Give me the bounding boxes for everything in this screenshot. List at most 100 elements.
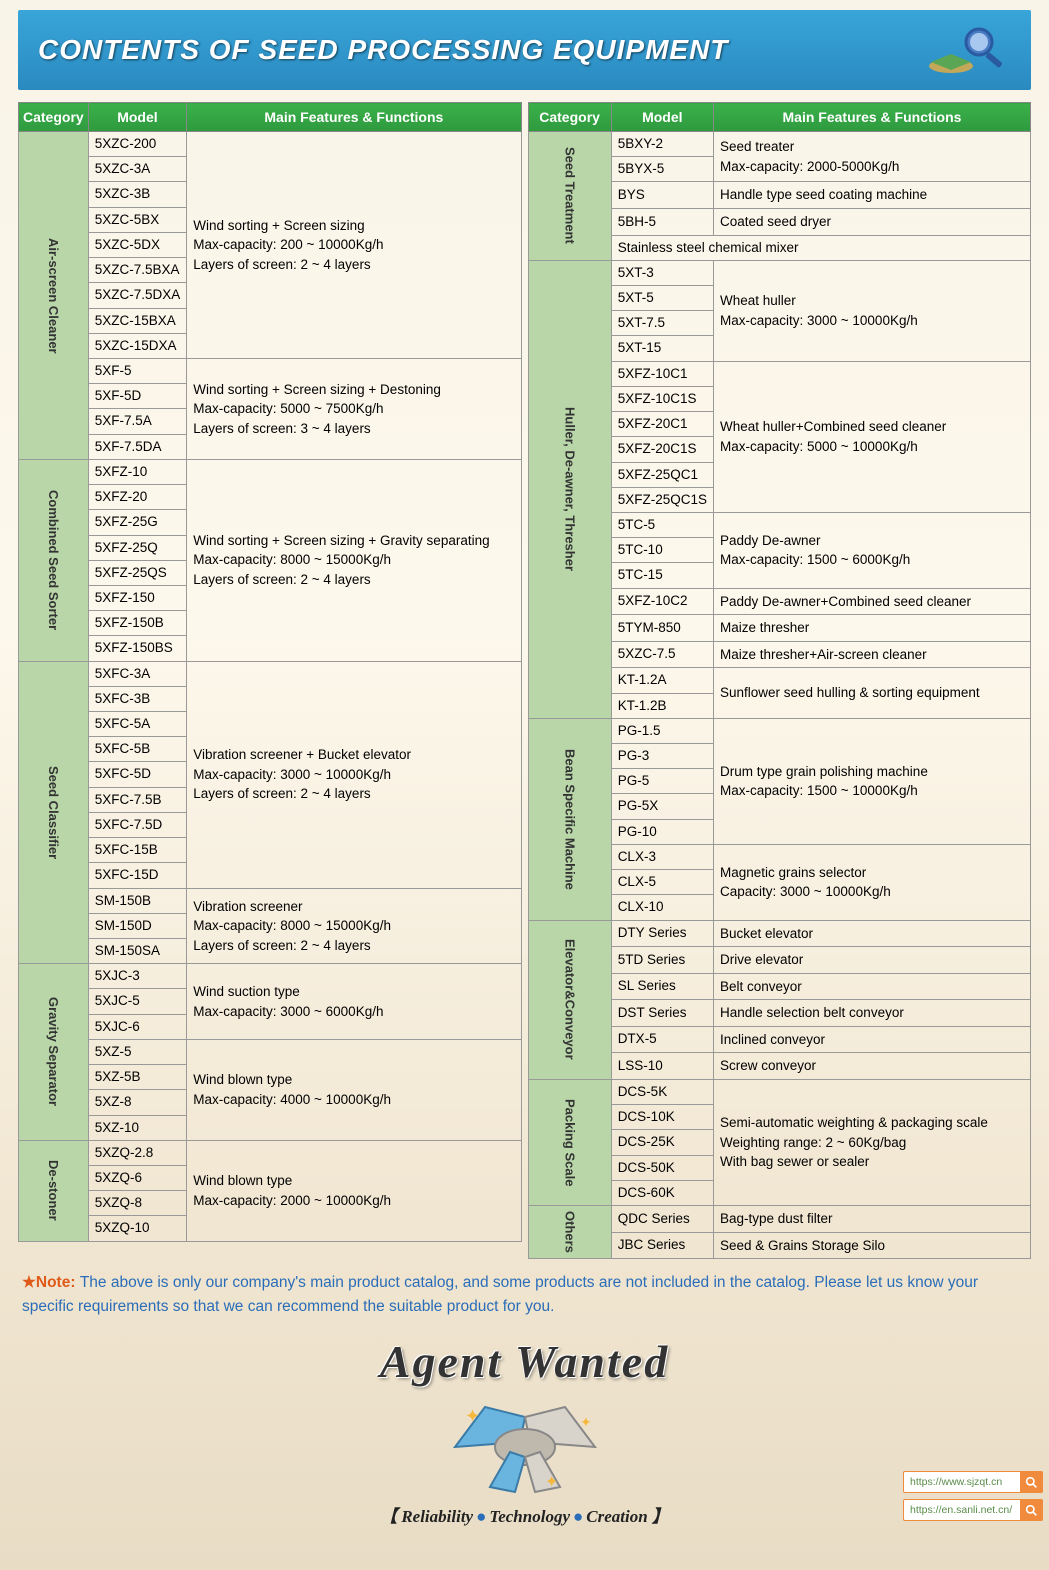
banner-title: CONTENTS OF SEED PROCESSING EQUIPMENT bbox=[38, 34, 728, 66]
model-cell: 5XFZ-150 bbox=[88, 585, 187, 610]
model-cell: 5XFC-7.5B bbox=[88, 787, 187, 812]
model-cell: 5XZC-7.5DXA bbox=[88, 283, 187, 308]
col-category: Category bbox=[19, 103, 89, 132]
model-cell: 5XFC-5D bbox=[88, 762, 187, 787]
feature-cell: Vibration screenerMax-capacity: 8000 ~ 1… bbox=[187, 888, 521, 964]
model-cell: PG-5X bbox=[611, 794, 713, 819]
model-cell: 5XZ-10 bbox=[88, 1115, 187, 1140]
magnifier-book-icon bbox=[921, 24, 1011, 76]
slogan-part-3: Creation 】 bbox=[586, 1507, 669, 1526]
model-cell: 5XZC-15BXA bbox=[88, 308, 187, 333]
svg-text:✦: ✦ bbox=[580, 1414, 592, 1430]
col-model: Model bbox=[611, 103, 713, 132]
col-features: Main Features & Functions bbox=[713, 103, 1030, 132]
model-cell: 5XT-5 bbox=[611, 286, 713, 311]
model-cell: 5XZQ-10 bbox=[88, 1216, 187, 1241]
model-cell: LSS-10 bbox=[611, 1053, 713, 1080]
category-cell: De-stoner bbox=[19, 1140, 89, 1241]
model-cell: 5XZC-7.5BXA bbox=[88, 258, 187, 283]
model-cell: 5XFZ-25G bbox=[88, 510, 187, 535]
search-url-1: https://www.sjzqt.cn bbox=[904, 1476, 1020, 1488]
model-cell: 5XF-5D bbox=[88, 384, 187, 409]
note-body: The above is only our company's main pro… bbox=[22, 1274, 978, 1315]
model-cell: 5XFZ-10C1 bbox=[611, 361, 713, 386]
model-cell: 5XT-15 bbox=[611, 336, 713, 361]
model-cell: 5XFC-3B bbox=[88, 686, 187, 711]
model-cell: 5XFC-5A bbox=[88, 712, 187, 737]
model-cell: BYS bbox=[611, 182, 713, 209]
note-prefix: ★Note: bbox=[22, 1274, 80, 1291]
model-cell: PG-3 bbox=[611, 743, 713, 768]
svg-text:✦: ✦ bbox=[465, 1406, 480, 1426]
model-cell: 5XJC-6 bbox=[88, 1014, 187, 1039]
col-model: Model bbox=[88, 103, 187, 132]
model-cell: 5XFZ-150B bbox=[88, 611, 187, 636]
model-cell: 5XFC-5B bbox=[88, 737, 187, 762]
model-cell: 5XFC-15B bbox=[88, 838, 187, 863]
feature-cell: Wind suction typeMax-capacity: 3000 ~ 60… bbox=[187, 964, 521, 1040]
model-cell: 5XF-5 bbox=[88, 358, 187, 383]
feature-cell: Wind blown typeMax-capacity: 4000 ~ 1000… bbox=[187, 1039, 521, 1140]
note-text: ★Note: The above is only our company's m… bbox=[18, 1259, 1031, 1325]
model-cell: DST Series bbox=[611, 1000, 713, 1027]
feature-cell: Seed & Grains Storage Silo bbox=[713, 1232, 1030, 1259]
model-cell: CLX-10 bbox=[611, 895, 713, 920]
model-cell: 5XFZ-20 bbox=[88, 485, 187, 510]
model-cell: 5XFZ-25QC1S bbox=[611, 487, 713, 512]
model-cell: 5TC-15 bbox=[611, 563, 713, 588]
handshake-icon: ✦ ✦ ✦ bbox=[425, 1392, 625, 1502]
model-cell: QDC Series bbox=[611, 1205, 713, 1232]
model-cell: 5XT-3 bbox=[611, 260, 713, 285]
category-cell: Gravity Separator bbox=[19, 964, 89, 1141]
model-cell: 5TC-5 bbox=[611, 512, 713, 537]
model-cell: DCS-25K bbox=[611, 1130, 713, 1155]
feature-cell: Maize thresher+Air-screen cleaner bbox=[713, 641, 1030, 668]
model-cell: 5XFZ-20C1S bbox=[611, 437, 713, 462]
model-cell: KT-1.2B bbox=[611, 693, 713, 718]
category-cell: Packing Scale bbox=[528, 1079, 611, 1205]
feature-cell: Belt conveyor bbox=[713, 973, 1030, 1000]
search-icon[interactable] bbox=[1020, 1471, 1042, 1493]
model-cell: 5XFZ-150BS bbox=[88, 636, 187, 661]
feature-cell: Wheat hullerMax-capacity: 3000 ~ 10000Kg… bbox=[713, 260, 1030, 361]
feature-cell: Bag-type dust filter bbox=[713, 1205, 1030, 1232]
feature-cell: Screw conveyor bbox=[713, 1053, 1030, 1080]
model-cell: CLX-5 bbox=[611, 870, 713, 895]
feature-cell: Wind blown typeMax-capacity: 2000 ~ 1000… bbox=[187, 1140, 521, 1241]
model-cell: DTY Series bbox=[611, 920, 713, 947]
model-cell: 5BH-5 bbox=[611, 209, 713, 236]
category-cell: Air-screen Cleaner bbox=[19, 132, 89, 460]
model-cell: 5XJC-5 bbox=[88, 989, 187, 1014]
category-cell: Others bbox=[528, 1205, 611, 1258]
category-cell: Seed Treatment bbox=[528, 132, 611, 261]
feature-cell: Sunflower seed hulling & sorting equipme… bbox=[713, 668, 1030, 718]
search-bar-2[interactable]: https://en.sanli.net.cn/ bbox=[903, 1499, 1043, 1521]
model-cell: DCS-10K bbox=[611, 1105, 713, 1130]
model-cell: PG-5 bbox=[611, 769, 713, 794]
right-table: Category Model Main Features & Functions… bbox=[528, 102, 1032, 1259]
model-cell: 5XZC-3B bbox=[88, 182, 187, 207]
model-cell: 5XF-7.5DA bbox=[88, 434, 187, 459]
model-cell: DTX-5 bbox=[611, 1026, 713, 1053]
model-cell: 5TC-10 bbox=[611, 538, 713, 563]
model-cell: 5XF-7.5A bbox=[88, 409, 187, 434]
feature-cell: Handle type seed coating machine bbox=[713, 182, 1030, 209]
col-features: Main Features & Functions bbox=[187, 103, 521, 132]
feature-cell: Handle selection belt conveyor bbox=[713, 1000, 1030, 1027]
model-cell: DCS-5K bbox=[611, 1079, 713, 1104]
category-cell: Seed Classifier bbox=[19, 661, 89, 964]
feature-cell: Seed treaterMax-capacity: 2000-5000Kg/h bbox=[713, 132, 1030, 182]
search-icon[interactable] bbox=[1020, 1499, 1042, 1521]
slogan: 【 Reliability●Technology●Creation 】 bbox=[18, 1502, 1031, 1527]
model-cell: 5XZC-3A bbox=[88, 157, 187, 182]
model-cell: 5XFZ-10C2 bbox=[611, 588, 713, 615]
col-category: Category bbox=[528, 103, 611, 132]
model-cell: 5XZQ-2.8 bbox=[88, 1140, 187, 1165]
category-cell: Bean Specific Machine bbox=[528, 718, 611, 920]
slogan-part-1: 【 Reliability bbox=[380, 1507, 473, 1526]
model-cell: 5XFZ-10C1S bbox=[611, 386, 713, 411]
search-bar-1[interactable]: https://www.sjzqt.cn bbox=[903, 1471, 1043, 1493]
page-banner: CONTENTS OF SEED PROCESSING EQUIPMENT bbox=[18, 10, 1031, 90]
model-cell: 5XZ-5 bbox=[88, 1039, 187, 1064]
feature-cell: Magnetic grains selectorCapacity: 3000 ~… bbox=[713, 844, 1030, 920]
